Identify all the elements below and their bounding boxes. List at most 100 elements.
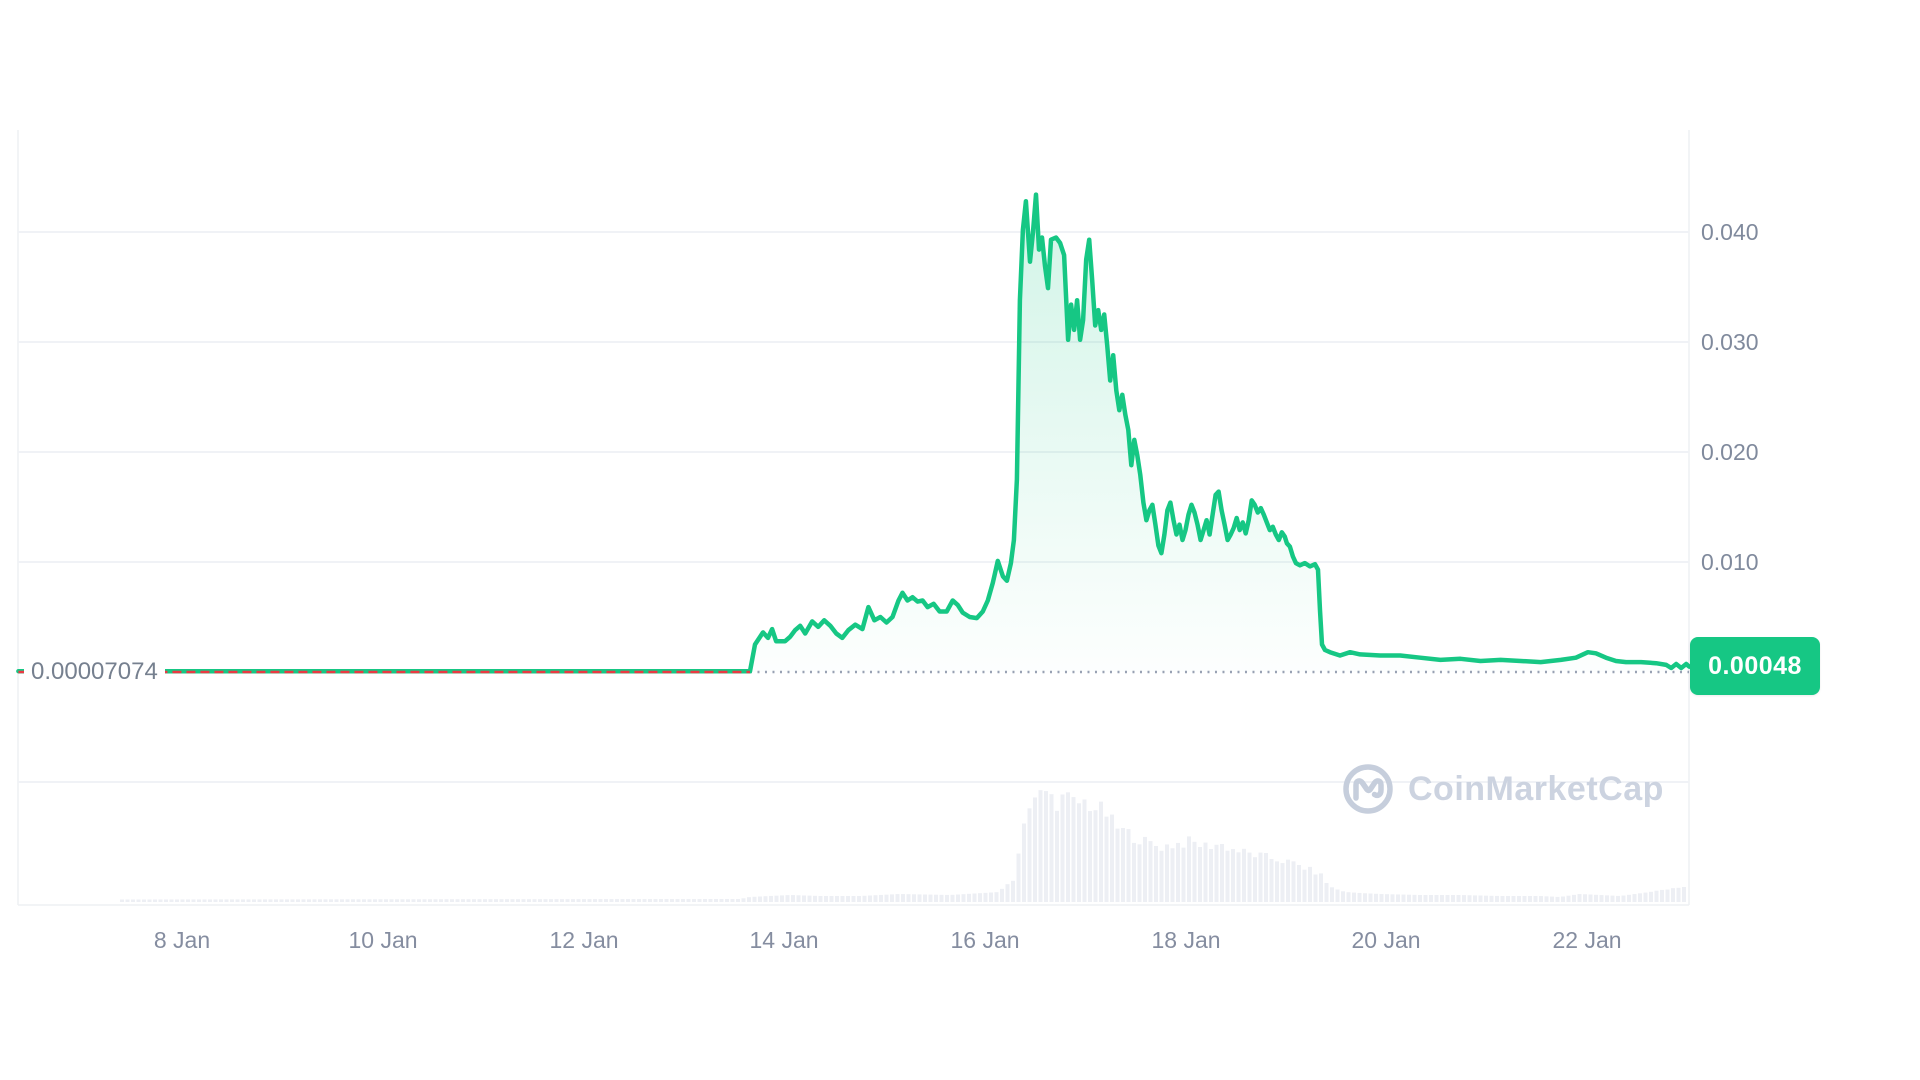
volume-bar <box>802 895 806 902</box>
volume-bar <box>1275 861 1279 902</box>
volume-bar <box>532 899 537 902</box>
y-axis-tick: 0.020 <box>1701 439 1759 465</box>
volume-bar <box>1247 852 1252 902</box>
volume-bar <box>164 899 168 902</box>
volume-bar <box>169 899 174 902</box>
volume-bar <box>1137 844 1142 902</box>
volume-bar <box>1165 844 1169 902</box>
volume-bar <box>323 899 328 902</box>
volume-bar <box>642 899 647 902</box>
volume-bar <box>1352 892 1356 902</box>
volume-bar <box>1308 866 1312 902</box>
volume-bar <box>1654 890 1659 902</box>
volume-bar <box>950 894 955 902</box>
volume-bar <box>719 899 724 902</box>
volume-bar <box>571 899 575 902</box>
volume-bar <box>681 899 685 902</box>
volume-bar <box>373 899 377 902</box>
volume-bar <box>1198 847 1202 902</box>
volume-bar <box>1632 894 1637 902</box>
volume-bar <box>945 894 949 902</box>
volume-bar <box>637 899 641 902</box>
volume-bar <box>1209 849 1213 902</box>
volume-bar <box>1555 896 1560 902</box>
volume-bar <box>1643 892 1648 902</box>
volume-bar <box>928 894 933 902</box>
volume-bar <box>1066 792 1070 902</box>
volume-bar <box>1121 827 1125 902</box>
volume-bar <box>1577 894 1582 902</box>
x-axis-tick: 18 Jan <box>1151 927 1221 953</box>
volume-bar <box>972 893 977 902</box>
volume-bar <box>1181 847 1186 902</box>
volume-bar <box>257 899 262 902</box>
volume-bar <box>895 894 900 902</box>
x-axis-tick: 12 Jan <box>549 927 619 953</box>
volume-bar <box>334 899 339 902</box>
volume-bar <box>857 896 861 902</box>
volume-bar <box>516 899 520 902</box>
volume-bar <box>989 892 993 902</box>
volume-bar <box>873 895 878 902</box>
volume-bar <box>934 894 938 902</box>
volume-bar <box>213 899 218 902</box>
volume-bar <box>956 894 960 902</box>
volume-bar <box>554 899 559 902</box>
volume-bar <box>1082 799 1087 902</box>
volume-bar <box>576 899 581 902</box>
volume-bar <box>367 899 372 902</box>
volume-bar <box>686 899 691 902</box>
volume-bar <box>455 899 460 902</box>
volume-bar <box>1440 895 1444 902</box>
volume-bar <box>1456 895 1461 902</box>
volume-bar <box>1616 895 1620 902</box>
volume-bar <box>840 896 845 902</box>
volume-bar <box>835 896 839 902</box>
volume-bar <box>439 899 443 902</box>
volume-bar <box>1550 896 1554 902</box>
volume-bar <box>703 899 707 902</box>
volume-bar <box>142 899 146 902</box>
volume-bar <box>620 899 625 902</box>
volume-bar <box>752 896 757 902</box>
volume-bar <box>912 894 916 902</box>
volume-bar <box>472 899 476 902</box>
volume-bar <box>1665 889 1670 902</box>
volume-bar <box>1566 895 1571 902</box>
volume-bar <box>1682 886 1686 902</box>
volume-bar <box>1418 894 1422 902</box>
volume-bar <box>274 899 278 902</box>
volume-bar <box>664 899 669 902</box>
volume-bar <box>285 899 289 902</box>
volume-bar <box>1500 896 1505 902</box>
volume-bar <box>1511 896 1516 902</box>
x-axis-tick: 8 Jan <box>153 927 211 953</box>
volume-bar <box>362 899 366 902</box>
x-axis-tick: 22 Jan <box>1552 927 1622 953</box>
volume-bar <box>758 896 762 902</box>
volume-bar <box>1154 846 1158 902</box>
volume-bar <box>1088 811 1092 902</box>
volume-bar <box>1258 852 1263 902</box>
volume-bar <box>499 899 504 902</box>
volume-bar <box>879 894 883 902</box>
volume-bar <box>1588 894 1593 902</box>
volume-bar <box>1517 896 1521 902</box>
volume-bar <box>901 894 905 902</box>
volume-bar <box>263 899 267 902</box>
volume-bar <box>653 899 658 902</box>
y-axis-tick: 0.030 <box>1701 329 1759 355</box>
volume-bar <box>1269 859 1274 902</box>
volume-bar <box>1291 861 1296 902</box>
volume-bar <box>1055 810 1059 902</box>
volume-bar <box>444 899 449 902</box>
volume-bar <box>967 893 971 902</box>
volume-bar <box>598 899 603 902</box>
volume-bar <box>626 899 630 902</box>
volume-bar <box>978 893 982 902</box>
volume-bar <box>395 899 399 902</box>
volume-bar <box>1638 893 1642 902</box>
volume-bar <box>290 899 295 902</box>
